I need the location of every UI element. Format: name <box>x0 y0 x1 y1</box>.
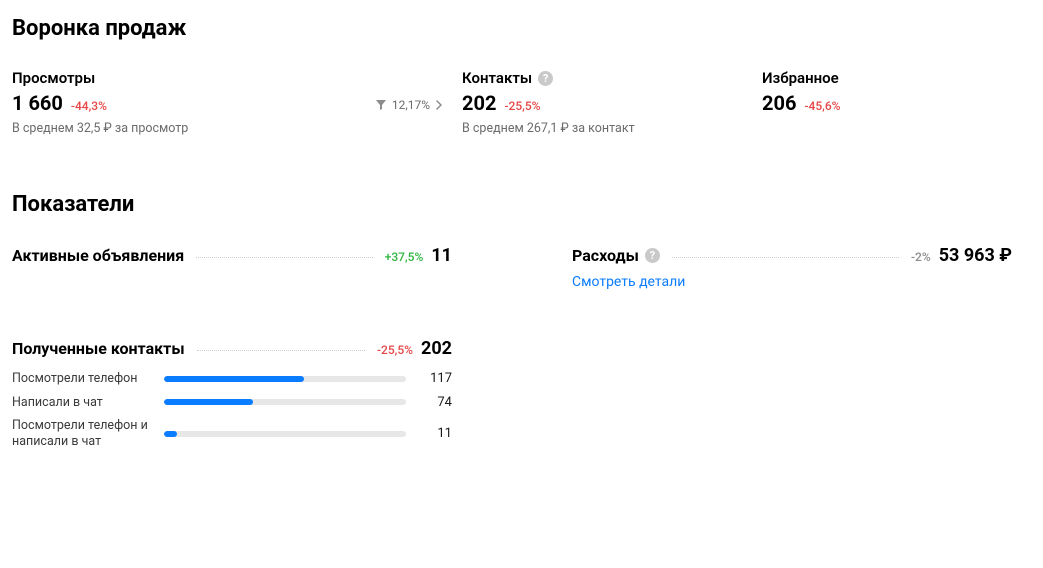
contacts-delta: -25,5% <box>504 99 540 113</box>
bar-fill <box>164 399 253 405</box>
dots-divider <box>197 350 365 351</box>
favorites-label: Избранное <box>762 69 839 87</box>
funnel-card-favorites: Избранное 206 -45,6% <box>762 69 982 136</box>
funnel-card-views: Просмотры 1 660 -44,3% 12,17% В среднем … <box>12 69 442 136</box>
dots-divider <box>672 257 899 258</box>
bar-track <box>164 431 406 437</box>
favorites-value: 206 <box>762 91 796 115</box>
bar-fill <box>164 376 304 382</box>
spend-label: Расходы ? <box>572 246 660 265</box>
active-value: 11 <box>431 245 452 266</box>
contacts-label: Контакты <box>462 69 532 87</box>
spend-value: 53 963 ₽ <box>939 245 1012 266</box>
bar-label: Написали в чат <box>12 395 152 411</box>
funnel-row: Просмотры 1 660 -44,3% 12,17% В среднем … <box>12 69 1031 136</box>
bar-row: Написали в чат 74 <box>12 395 452 411</box>
favorites-delta: -45,6% <box>804 99 840 113</box>
bar-track <box>164 376 406 382</box>
bars-container: Посмотрели телефон 117 Написали в чат 74 Пос… <box>12 371 452 450</box>
views-delta: -44,3% <box>71 99 107 113</box>
metrics-row: Активные объявления +37,5% 11 Расходы ? … <box>12 245 1031 290</box>
bar-value: 117 <box>418 371 452 386</box>
spend-delta: -2% <box>911 250 931 264</box>
bar-track <box>164 399 406 405</box>
funnel-card-contacts: Контакты ? 202 -25,5% В среднем 267,1 ₽ … <box>462 69 742 136</box>
contacts-value: 202 <box>462 91 496 115</box>
bar-label: Посмотрели телефон и написали в чат <box>12 418 152 449</box>
spend-label-text: Расходы <box>572 246 639 265</box>
received-contacts: Полученные контакты -25,5% 202 Посмотрел… <box>12 338 452 450</box>
active-delta: +37,5% <box>385 250 424 264</box>
bar-row: Посмотрели телефон и написали в чат 11 <box>12 418 452 449</box>
dots-divider <box>196 257 373 258</box>
metric-spend: Расходы ? -2% 53 963 ₽ Смотреть детали <box>572 245 1012 290</box>
bar-value: 11 <box>418 426 452 441</box>
help-icon[interactable]: ? <box>538 71 553 86</box>
received-contacts-title: Полученные контакты <box>12 339 185 358</box>
filter-icon <box>376 100 386 110</box>
received-contacts-total: 202 <box>421 338 452 359</box>
views-conversion-value: 12,17% <box>392 98 430 112</box>
metrics-title: Показатели <box>12 192 1031 217</box>
views-avg: В среднем 32,5 ₽ за просмотр <box>12 121 442 136</box>
contacts-avg: В среднем 267,1 ₽ за контакт <box>462 121 742 136</box>
bar-label: Посмотрели телефон <box>12 371 152 387</box>
bar-value: 74 <box>418 395 452 410</box>
spend-details-link[interactable]: Смотреть детали <box>572 274 1012 290</box>
metric-active-listings: Активные объявления +37,5% 11 <box>12 245 452 290</box>
bar-row: Посмотрели телефон 117 <box>12 371 452 387</box>
views-value: 1 660 <box>12 91 63 115</box>
active-label: Активные объявления <box>12 246 184 265</box>
views-conversion[interactable]: 12,17% <box>376 98 442 112</box>
chevron-right-icon <box>436 100 442 110</box>
funnel-title: Воронка продаж <box>12 16 1031 41</box>
views-label: Просмотры <box>12 69 95 87</box>
received-contacts-delta: -25,5% <box>377 343 413 357</box>
help-icon[interactable]: ? <box>645 248 660 263</box>
bar-fill <box>164 431 177 437</box>
